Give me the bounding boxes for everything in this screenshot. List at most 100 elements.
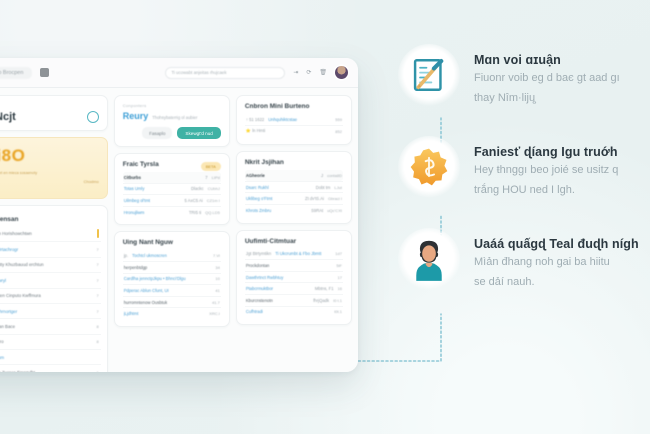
cell: Dawthrtnct Rwbhtuy xyxy=(245,274,284,280)
list-item-label: Case Urtachrogr xyxy=(0,247,19,253)
cell: 559 xyxy=(335,116,342,122)
trash-icon[interactable]: 🗑 xyxy=(319,70,327,76)
cell: Pdperac Ablun Cfunt, UI xyxy=(123,287,169,293)
cell: 34 xyxy=(215,264,220,270)
cell: Hronujliwm xyxy=(123,209,145,215)
contacts-card: Uufimti·Citmtuar Jgt Btrtymtikn Ti Ukcru… xyxy=(235,229,352,326)
detail-list-title: Uing Nant Nguw xyxy=(122,239,173,247)
list-item-label: Frotecs Zucscs Empzylbt xyxy=(0,370,91,372)
detail-list-card: Uing Nant Nguw jp. Tochtcl ukmoscren 7.V… xyxy=(113,231,230,327)
cell: uQc'CXt xyxy=(327,207,342,213)
user-avatar[interactable] xyxy=(335,66,348,79)
feature-item: Uaáá quấɡɖ Teal đuɖh nígh Mìản đhanɡ noh… xyxy=(398,228,650,290)
cell: Ptabcrmuktbor xyxy=(245,286,274,292)
cell: 852 xyxy=(335,128,342,134)
list-item-label: Petcentty Khuzbauud erchtun xyxy=(0,262,44,268)
list-item[interactable]: Frotecs Zucscs Empzylbt 1 xyxy=(0,364,101,372)
dashboard-window[interactable]: Lujo Brocpen Ti ucowabt anjeitas rhujcae… xyxy=(0,58,358,372)
list-item-marker xyxy=(96,229,99,239)
list-item[interactable]: Fiqaotsm xyxy=(0,349,101,364)
table-row[interactable]: Jgt Btrtymtikn Ti Ukcrumbt & Fbo Jbmtt 1… xyxy=(245,249,343,260)
table-row[interactable]: Ptabcrmuktbor Mbtns, F1 16 xyxy=(244,282,343,294)
list-item-label: Fiqaotsm xyxy=(0,354,5,360)
cell: Totas Umly xyxy=(123,186,145,192)
table-row[interactable]: Uklibeg o'Ftmt Zt dv'tS.Ai Gbraci I xyxy=(244,192,343,204)
person-avatar-icon xyxy=(416,240,442,281)
page-title-row: lleo Ncjt xyxy=(0,111,99,123)
cell: jLjdhtmt xyxy=(123,311,139,317)
list-item[interactable]: Petcentty Khuzbauud erchtun 7 xyxy=(0,256,101,272)
feature-title: Faniesť ɖíang Igu truớh xyxy=(474,145,618,159)
column-header: 7 xyxy=(205,174,208,180)
table-row[interactable]: jLjdhtmt XRC.I xyxy=(122,307,221,319)
cell: 17 xyxy=(337,274,342,280)
feature-title: Uaáá quấɡɖ Teal đuɖh nígh xyxy=(474,237,639,251)
cell: herpenbtdgp xyxy=(123,264,148,270)
table-row[interactable]: herpenbtdgp 34 xyxy=(122,260,221,273)
badge-rosette-icon xyxy=(410,148,448,186)
status-badge: BETA xyxy=(200,162,221,171)
feature-text: Faniesť ɖíang Igu truớh Hey ŧhnɡɡı beo j… xyxy=(474,136,618,198)
cell: fhrjQadk xyxy=(313,297,330,303)
table-row[interactable]: Dawthrtnct Rwbhtuy 17 xyxy=(244,270,343,283)
table-row[interactable]: Totas Umly Dlackc CUbhJ xyxy=(122,182,221,195)
menu-list-card: Fhuán Mensan Rwmon Horishowchtwn Case Ur… xyxy=(0,205,108,372)
list-item[interactable]: Awt dehrnortger 7 xyxy=(0,302,101,318)
refresh-icon[interactable]: ⟳ xyxy=(306,70,312,76)
primary-button[interactable]: Skewgt'd nud xyxy=(177,127,221,139)
feature-description-line: Hey ŧhnɡɡı beo joié se usitz q xyxy=(474,164,619,176)
cell: hurromntenow Ousbtuk xyxy=(123,299,168,305)
table-row[interactable]: Cufhtradi I0t.1 xyxy=(244,305,343,318)
table-row[interactable]: Pdperac Ablun Cfunt, UI 41 xyxy=(122,284,221,296)
cell: TRI5 ti xyxy=(188,209,202,215)
search-input[interactable]: Ti ucowabt anjeitas rhujcaek xyxy=(165,66,286,79)
feature-title: Mɑn voi ɑɪuận xyxy=(474,53,561,67)
table-row[interactable]: Cardlha jennctpJkpu • Bhnci'Dlgu 10 xyxy=(122,272,221,285)
filter-icon[interactable]: ⇥ xyxy=(293,70,299,76)
table-row[interactable]: Hronujliwm TRI5 ti QQ.LD5 xyxy=(122,205,221,218)
table-row[interactable]: ⭐ ln Hmti 852 xyxy=(244,124,343,138)
list-item-value: 8 xyxy=(96,339,99,345)
feature-icon-wrap xyxy=(398,136,460,198)
refresh-icon[interactable] xyxy=(86,111,99,123)
table-row[interactable]: hurromntenow Ousbtuk 41.7 xyxy=(122,295,221,308)
browser-tab[interactable]: Lujo Brocpen xyxy=(0,66,33,79)
table-row[interactable]: Kburcnstenotn fhrjQadk I0 t.1 xyxy=(244,293,343,306)
list-item[interactable]: Rwmon Horishowchtwn xyxy=(0,226,101,241)
cell: Kburcnstenotn xyxy=(245,297,273,303)
cell: jp. xyxy=(123,253,129,259)
table-row[interactable]: Dsarc Rukhl Dobt tm LJut xyxy=(244,180,343,193)
dashboard-right-column: Cnbron Mini Burteno ↑ 51 1622 Unhquhiktc… xyxy=(235,95,352,372)
cell: XRC.I xyxy=(209,311,220,317)
table-row[interactable]: ↑ 51 1622 Unhquhiktcstae 559 xyxy=(245,114,343,125)
table-row[interactable]: jp. Tochtcl ukmoscren 7.Vi xyxy=(123,250,221,261)
column-header: J xyxy=(320,172,324,178)
cell: Cufhtradi xyxy=(245,309,263,315)
list-item[interactable]: Case Urtachrogr 7 xyxy=(0,241,101,256)
list-item-label: Rwmon Horishowchtwn xyxy=(0,231,32,237)
list-item-value: 7 xyxy=(96,308,99,314)
summary-card: Cnbron Mini Burteno ↑ 51 1622 Unhquhiktc… xyxy=(235,95,352,146)
list-item-label: Errokdan Bace xyxy=(0,323,16,329)
cell: 41 xyxy=(215,287,220,293)
table-row[interactable]: Uilmbeg ol'tmt 5 AxC5 Ai CZ1m I xyxy=(122,194,221,206)
grid-icon[interactable] xyxy=(40,68,50,77)
promo-banner[interactable]: ✦ ETi8O Thosl d harabset en mieca sosaen… xyxy=(0,137,108,199)
cell: Uilmbeg ol'tmt xyxy=(123,197,151,203)
browser-toolbar[interactable]: Lujo Brocpen Ti ucowabt anjeitas rhujcae… xyxy=(0,58,358,88)
list-item[interactable]: Cenvoten Cinputo Kwffmura 7 xyxy=(0,287,101,303)
list-item[interactable]: Erickowryl 7 xyxy=(0,272,101,287)
cell: Mbtns, F1 xyxy=(314,286,334,292)
brand-header-card: Conponters Reury Thohsybaterrig ol aubie… xyxy=(113,95,230,147)
table-header-row: Citburbs 7 LIPd xyxy=(122,172,221,183)
table-row[interactable]: Khrots Zmbru S9RAt uQc'CXt xyxy=(244,203,343,216)
table-row[interactable]: Prockdontan 5iF xyxy=(244,259,343,271)
secondary-button[interactable]: Fasaplo xyxy=(142,127,173,139)
list-item[interactable]: Evlprtaro 8 xyxy=(0,333,101,349)
brand-name: Reury xyxy=(122,111,149,121)
list-item[interactable]: Errokdan Bace 8 xyxy=(0,318,101,333)
cell: LJut xyxy=(334,184,342,190)
cell: Gbraci I xyxy=(327,196,342,202)
cell: 1d7 xyxy=(335,251,342,257)
contacts-card-title: Uufimti·Citmtuar xyxy=(244,237,297,245)
